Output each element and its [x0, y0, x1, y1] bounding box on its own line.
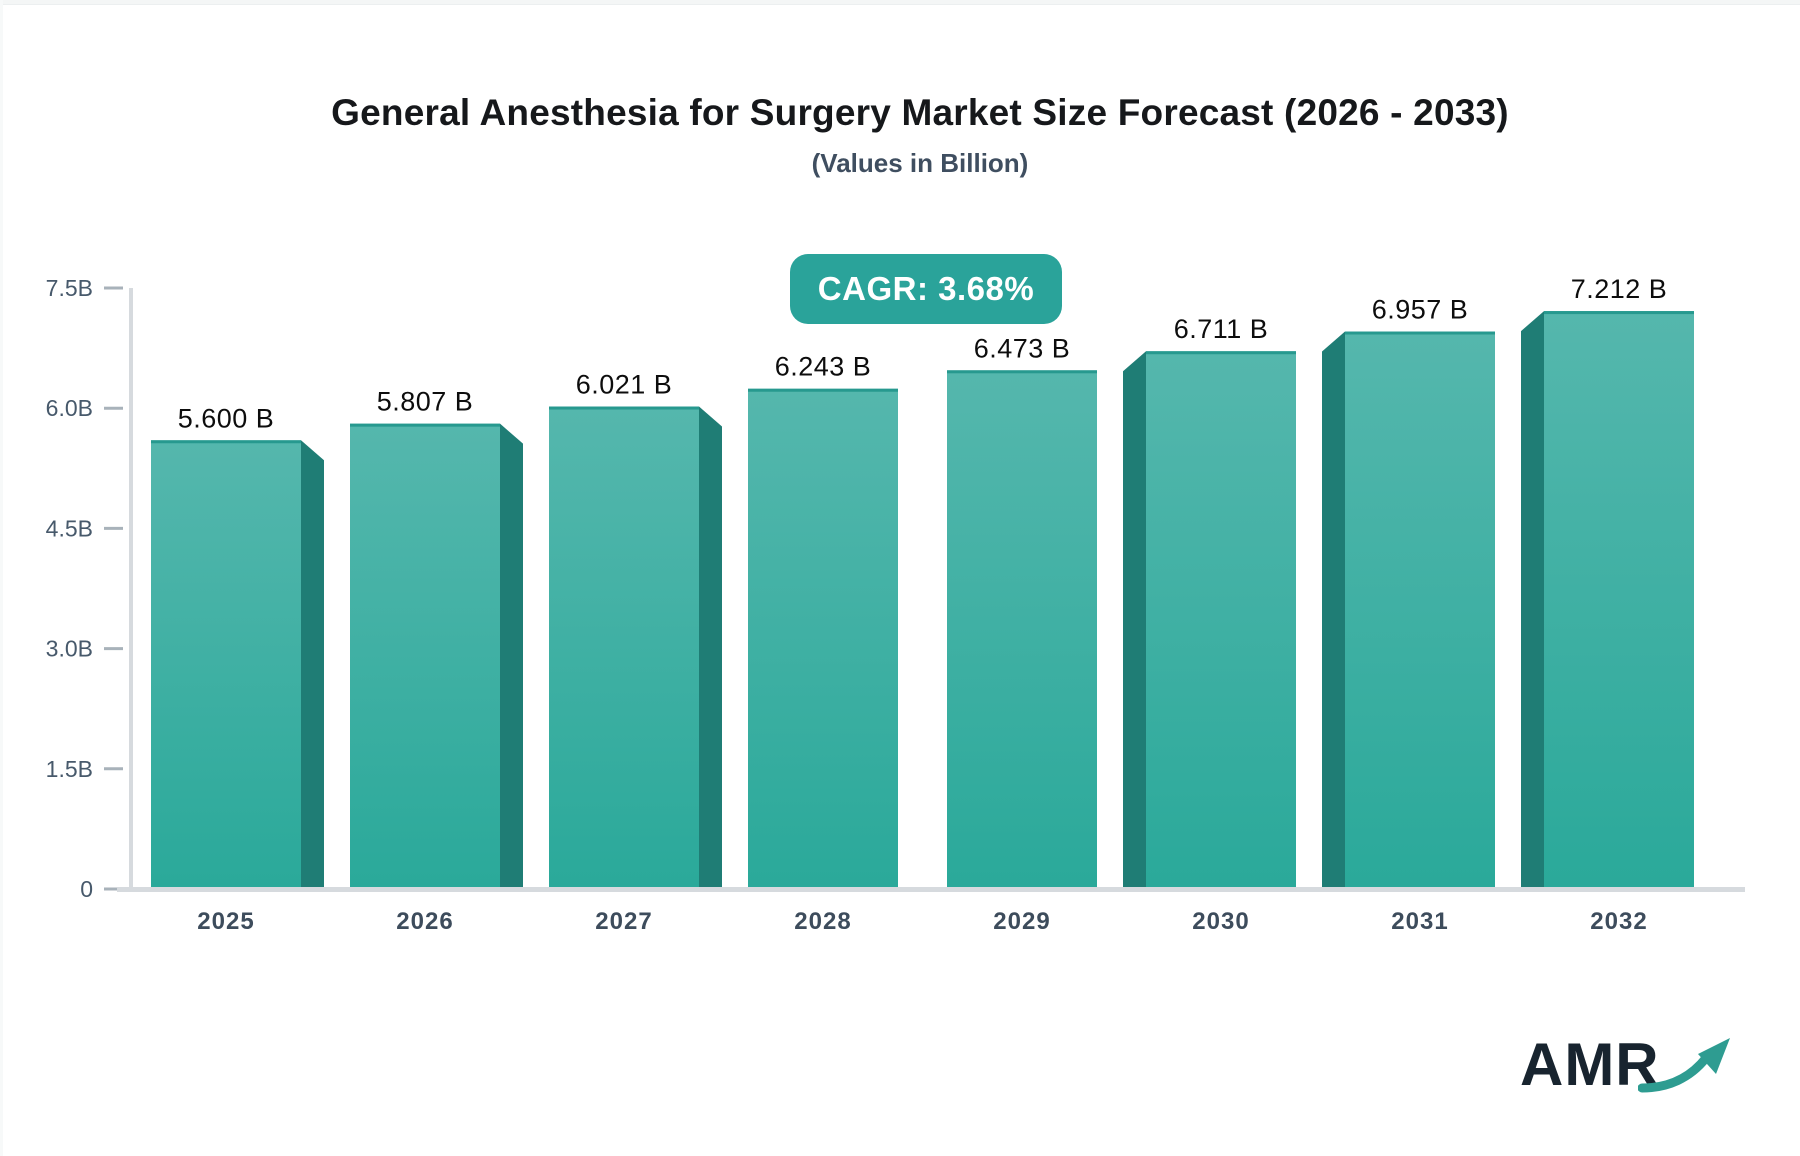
cagr-badge: CAGR: 3.68% — [790, 254, 1062, 324]
bar-top-edge — [151, 440, 301, 444]
bar-top-edge — [1544, 311, 1694, 315]
x-axis-label: 2031 — [1391, 908, 1448, 935]
x-axis-label: 2032 — [1590, 908, 1647, 935]
x-axis-line — [117, 887, 1745, 892]
bar-value-label: 7.212 B — [1571, 274, 1668, 304]
y-tick-label: 4.5B — [46, 515, 93, 541]
x-axis-label: 2029 — [993, 908, 1050, 935]
bar-top-edge — [947, 370, 1097, 374]
bar-3d-side — [1322, 331, 1345, 889]
x-axis-label: 2028 — [794, 908, 851, 935]
bar-3d-side — [1123, 351, 1146, 889]
chart-subtitle: (Values in Billion) — [811, 148, 1029, 178]
bars-group — [151, 311, 1694, 890]
card-top-edge — [0, 0, 1800, 5]
y-tick-label: 1.5B — [46, 756, 93, 782]
bar-value-label: 6.473 B — [974, 333, 1071, 363]
bar-value-label: 6.711 B — [1174, 314, 1269, 344]
amr-logo: AMR — [1520, 1030, 1750, 1110]
bar-top-edge — [350, 423, 500, 427]
bar-3d-side — [500, 423, 523, 889]
bar-2030 — [1146, 351, 1296, 889]
bar-top-edge — [748, 388, 898, 392]
bar-value-label: 5.600 B — [178, 403, 275, 433]
bar-2027 — [549, 406, 699, 889]
bar-value-label: 6.021 B — [576, 370, 673, 400]
card-left-edge — [0, 0, 3, 1156]
bar-2029 — [947, 370, 1097, 889]
y-axis-line — [129, 288, 133, 892]
bar-2031 — [1345, 331, 1495, 889]
bar-value-label: 6.243 B — [775, 352, 872, 382]
bar-2025 — [151, 440, 301, 889]
chart-title: General Anesthesia for Surgery Market Si… — [331, 92, 1509, 133]
amr-logo-text: AMR — [1520, 1031, 1660, 1098]
x-axis-label: 2026 — [396, 908, 453, 935]
x-axis-label: 2030 — [1192, 908, 1249, 935]
y-tick-label: 7.5B — [46, 275, 93, 301]
growth-arrow-icon — [1638, 1038, 1730, 1093]
bar-3d-side — [699, 406, 722, 889]
labels-group: 5.600 B 2025 5.807 B 2026 6.021 B 2027 6.243 B… — [46, 274, 1668, 935]
axis-group — [104, 286, 1745, 892]
bar-2028 — [748, 388, 898, 889]
y-tick-label: 0 — [80, 876, 93, 902]
bar-2026 — [350, 423, 500, 889]
bar-top-edge — [549, 406, 699, 410]
bar-value-label: 6.957 B — [1372, 295, 1469, 325]
bar-2032 — [1544, 311, 1694, 890]
bar-top-edge — [1345, 331, 1495, 335]
bar-3d-side — [301, 440, 324, 889]
y-tick-label: 3.0B — [46, 636, 93, 662]
bar-value-label: 5.807 B — [377, 387, 474, 417]
y-tick-label: 6.0B — [46, 395, 93, 421]
bar-3d-side — [1521, 311, 1544, 890]
x-axis-label: 2027 — [595, 908, 652, 935]
x-axis-label: 2025 — [197, 908, 254, 935]
bar-top-edge — [1146, 351, 1296, 355]
